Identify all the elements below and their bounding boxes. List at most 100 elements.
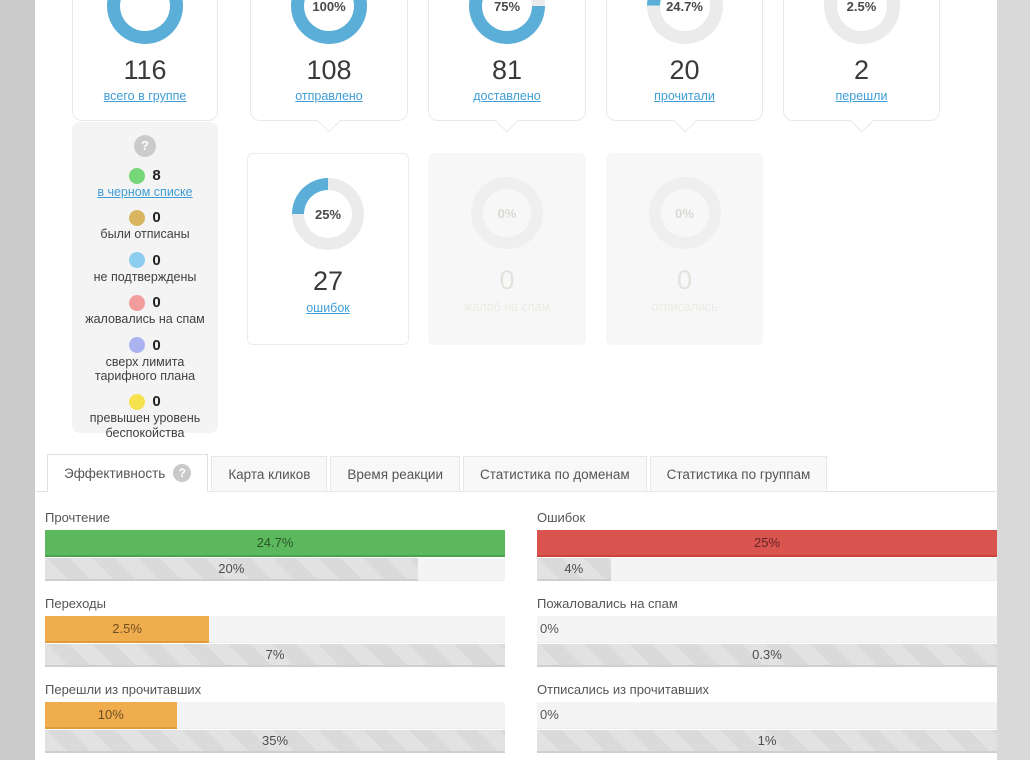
bar-fill-average: 7% (45, 644, 505, 667)
bar-row-unsub-from-read: Отписались из прочитавших 0% 1% (537, 682, 997, 753)
metric-value-total: 116 (123, 55, 167, 85)
bar-track-average: 7% (45, 644, 505, 667)
bar-value: 0% (540, 621, 559, 636)
bar-track: 0% (537, 702, 997, 729)
donut-percent-label: 0% (675, 205, 694, 221)
bar-fill-campaign: 25% (537, 530, 997, 557)
funnel-card-total: 116 всего в группе (72, 0, 218, 121)
bar-track-average: 0.3% (537, 644, 997, 667)
blacklist-dot-icon (129, 167, 146, 184)
total-in-group-link[interactable]: всего в группе (103, 89, 187, 103)
metric-value-spam: 0 (499, 265, 515, 295)
bar-label: Пожаловались на спам (537, 596, 678, 611)
bar-fill-campaign: 2.5% (45, 616, 210, 643)
bar-label: Переходы (45, 596, 106, 611)
spam-dot-icon (129, 294, 146, 311)
tab-label: Статистика по доменам (480, 466, 630, 482)
bar-fill-average: 0.3% (537, 644, 997, 667)
bar-row-click-from-read: Перешли из прочитавших 10% 35% (45, 682, 505, 753)
delivered-link[interactable]: доставлено (473, 89, 541, 103)
bar-value: 0% (540, 707, 559, 722)
donut-percent-label: 75% (493, 0, 521, 14)
bar-track-average: 35% (45, 730, 505, 753)
bar-fill-campaign: 24.7% (45, 530, 505, 557)
tab-click-map[interactable]: Карта кликов (211, 456, 328, 492)
bar-label: Перешли из прочитавших (45, 682, 202, 697)
unconfirmed-dot-icon (129, 252, 146, 269)
spam-label: жаловались на спам (85, 312, 205, 327)
help-icon[interactable]: ? (173, 464, 192, 482)
bar-track: 25% (537, 530, 997, 557)
list-item-unsubscribed: 0 были отписаны (72, 209, 218, 241)
tab-domain-stats[interactable]: Статистика по доменам (463, 456, 647, 492)
bar-track: 2.5% (45, 616, 505, 643)
anxiety-label: превышен уровень беспокойства (89, 411, 201, 440)
bar-track: 0% (537, 616, 997, 643)
help-icon[interactable]: ? (134, 135, 156, 157)
read-link[interactable]: прочитали (654, 89, 715, 103)
bar-fill-average: 20% (45, 558, 418, 581)
over-limit-count: 0 (152, 336, 161, 354)
list-item-spam-complaints: 0 жаловались на спам (72, 294, 218, 326)
metric-value-read: 20 (669, 55, 700, 85)
bar-label: Прочтение (45, 510, 110, 525)
bar-track-average: 1% (537, 730, 997, 753)
errors-link[interactable]: ошибок (306, 301, 350, 315)
list-item-over-limit: 0 сверх лимита тарифного плана (72, 337, 218, 384)
donut-percent-label: 0% (497, 205, 517, 221)
bar-value: 2.5% (112, 621, 142, 636)
bar-value: 0.3% (752, 647, 782, 662)
bar-row-spam-complaints: Пожаловались на спам 0% 0.3% (537, 596, 997, 667)
unsubscribed-label: были отписаны (100, 227, 190, 242)
list-item-unconfirmed: 0 не подтверждены (72, 252, 218, 284)
over-limit-dot-icon (129, 337, 146, 353)
bar-label: Ошибок (537, 510, 586, 525)
tab-group-stats[interactable]: Статистика по группам (649, 456, 828, 492)
bars-column-right: Ошибок 25% 4% Пожаловались на спам 0% 0.… (537, 510, 997, 760)
unconfirmed-count: 0 (152, 251, 161, 269)
tab-effectiveness[interactable]: Эффективность ? (47, 454, 209, 492)
bar-fill-average: 35% (45, 730, 505, 753)
bar-label: Отписались из прочитавших (537, 682, 710, 697)
spam-count: 0 (152, 294, 161, 312)
unsubscribed-count: 0 (152, 209, 161, 227)
donut-chart-delivered: 75% (469, 0, 545, 44)
unconfirmed-label: не подтверждены (93, 269, 197, 284)
metric-value-delivered: 81 (491, 55, 523, 85)
list-item-anxiety-level: 0 превышен уровень беспокойства (72, 393, 218, 440)
metric-value-unsubscribed: 0 (676, 265, 693, 295)
bar-fill-campaign: 10% (45, 702, 177, 729)
donut-chart-spam: 0% (471, 177, 543, 249)
spam-card-label: жалоб на спам (463, 300, 551, 314)
tab-label: Время реакции (347, 466, 444, 482)
anxiety-dot-icon (129, 393, 146, 410)
anxiety-count: 0 (152, 393, 161, 411)
bar-fill-average: 1% (537, 730, 997, 753)
donut-chart-total (107, 0, 183, 44)
blacklist-link[interactable]: в черном списке (97, 185, 193, 199)
stats-tab-bar: Эффективность ? Карта кликов Время реакц… (47, 454, 828, 492)
bar-track-average: 20% (45, 558, 505, 581)
clicked-link[interactable]: перешли (835, 89, 888, 103)
errors-card: 25% 27 ошибок (247, 153, 409, 345)
bar-track-average: 4% (537, 558, 997, 581)
sent-link[interactable]: отправлено (295, 89, 363, 103)
bar-value: 24.7% (256, 535, 294, 550)
list-item-blacklist: 8 в черном списке (72, 167, 218, 199)
donut-chart-sent: 100% (291, 0, 367, 44)
metric-value-clicked: 2 (853, 55, 870, 85)
bar-track: 24.7% (45, 530, 505, 557)
spam-complaints-card: 0% 0 жалоб на спам (428, 153, 586, 345)
donut-percent-label: 2.5% (846, 0, 877, 14)
donut-chart-errors: 25% (292, 178, 364, 250)
donut-chart-clicked: 2.5% (823, 0, 900, 44)
donut-percent-label: 100% (312, 0, 346, 14)
page-gutter-left (0, 0, 35, 760)
bar-row-errors: Ошибок 25% 4% (537, 510, 997, 581)
donut-percent-label: 24.7% (666, 0, 703, 14)
funnel-card-clicked: 2.5% 2 перешли (783, 0, 940, 121)
tab-reaction-time[interactable]: Время реакции (330, 456, 461, 492)
bar-track: 10% (45, 702, 505, 729)
unsubscribed-card-label: отписались (651, 300, 718, 314)
